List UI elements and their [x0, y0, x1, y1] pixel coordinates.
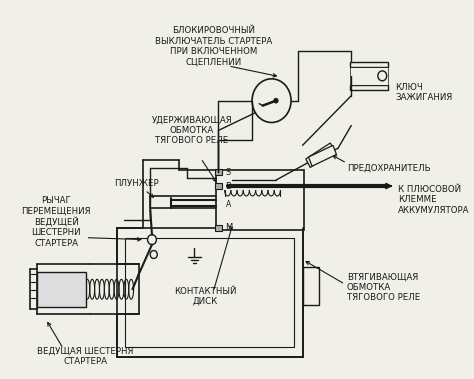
Circle shape — [147, 235, 156, 244]
Polygon shape — [309, 145, 337, 166]
Bar — [302, 268, 319, 305]
Circle shape — [274, 98, 278, 103]
Text: БЛОКИРОВОЧНЫЙ
ВЫКЛЮЧАТЕЛЬ СТАРТЕРА
ПРИ ВКЛЮЧЕННОМ
СЦЕПЛЕНИИ: БЛОКИРОВОЧНЫЙ ВЫКЛЮЧАТЕЛЬ СТАРТЕРА ПРИ В… — [155, 26, 273, 66]
Bar — [215, 169, 222, 175]
Text: УДЕРЖИВАЮЩАЯ
ОБМОТКА
ТЯГОВОГО РЕЛЕ: УДЕРЖИВАЮЩАЯ ОБМОТКА ТЯГОВОГО РЕЛЕ — [152, 116, 232, 145]
Text: ВЕДУЩАЯ ШЕСТЕРНЯ
СТАРТЕРА: ВЕДУЩАЯ ШЕСТЕРНЯ СТАРТЕРА — [37, 347, 134, 366]
Text: A: A — [226, 200, 231, 209]
Text: M: M — [226, 223, 233, 232]
Bar — [126, 238, 294, 347]
Circle shape — [252, 79, 291, 122]
Text: ПРЕДОХРАНИТЕЛЬ: ПРЕДОХРАНИТЕЛЬ — [347, 164, 430, 173]
Polygon shape — [306, 143, 335, 168]
Text: К ПЛЮСОВОЙ
КЛЕММЕ
АККУМУЛЯТОРА: К ПЛЮСОВОЙ КЛЕММЕ АККУМУЛЯТОРА — [398, 185, 470, 215]
Bar — [215, 183, 222, 189]
Text: КЛЮЧ
ЗАЖИГАНИЯ: КЛЮЧ ЗАЖИГАНИЯ — [396, 83, 453, 102]
Text: ВТЯГИВАЮЩАЯ
ОБМОТКА
ТЯГОВОГО РЕЛЕ: ВТЯГИВАЮЩАЯ ОБМОТКА ТЯГОВОГО РЕЛЕ — [347, 273, 420, 302]
Circle shape — [378, 71, 387, 81]
Bar — [215, 225, 222, 231]
Text: РЫЧАГ
ПЕРЕМЕЩЕНИЯ
ВЕДУЩЕЙ
ШЕСТЕРНИ
СТАРТЕРА: РЫЧАГ ПЕРЕМЕЩЕНИЯ ВЕДУЩЕЙ ШЕСТЕРНИ СТАРТ… — [21, 196, 91, 247]
Bar — [349, 62, 389, 67]
Text: S: S — [226, 168, 231, 177]
Text: КОНТАКТНЫЙ
ДИСК: КОНТАКТНЫЙ ДИСК — [174, 287, 237, 306]
Bar — [349, 85, 389, 90]
Bar — [216, 170, 304, 230]
Bar — [117, 228, 302, 357]
Text: B: B — [226, 182, 231, 191]
Text: ПЛУНЖЕР: ПЛУНЖЕР — [114, 179, 158, 188]
Bar — [349, 67, 389, 85]
Bar — [37, 273, 85, 307]
Circle shape — [150, 251, 157, 258]
